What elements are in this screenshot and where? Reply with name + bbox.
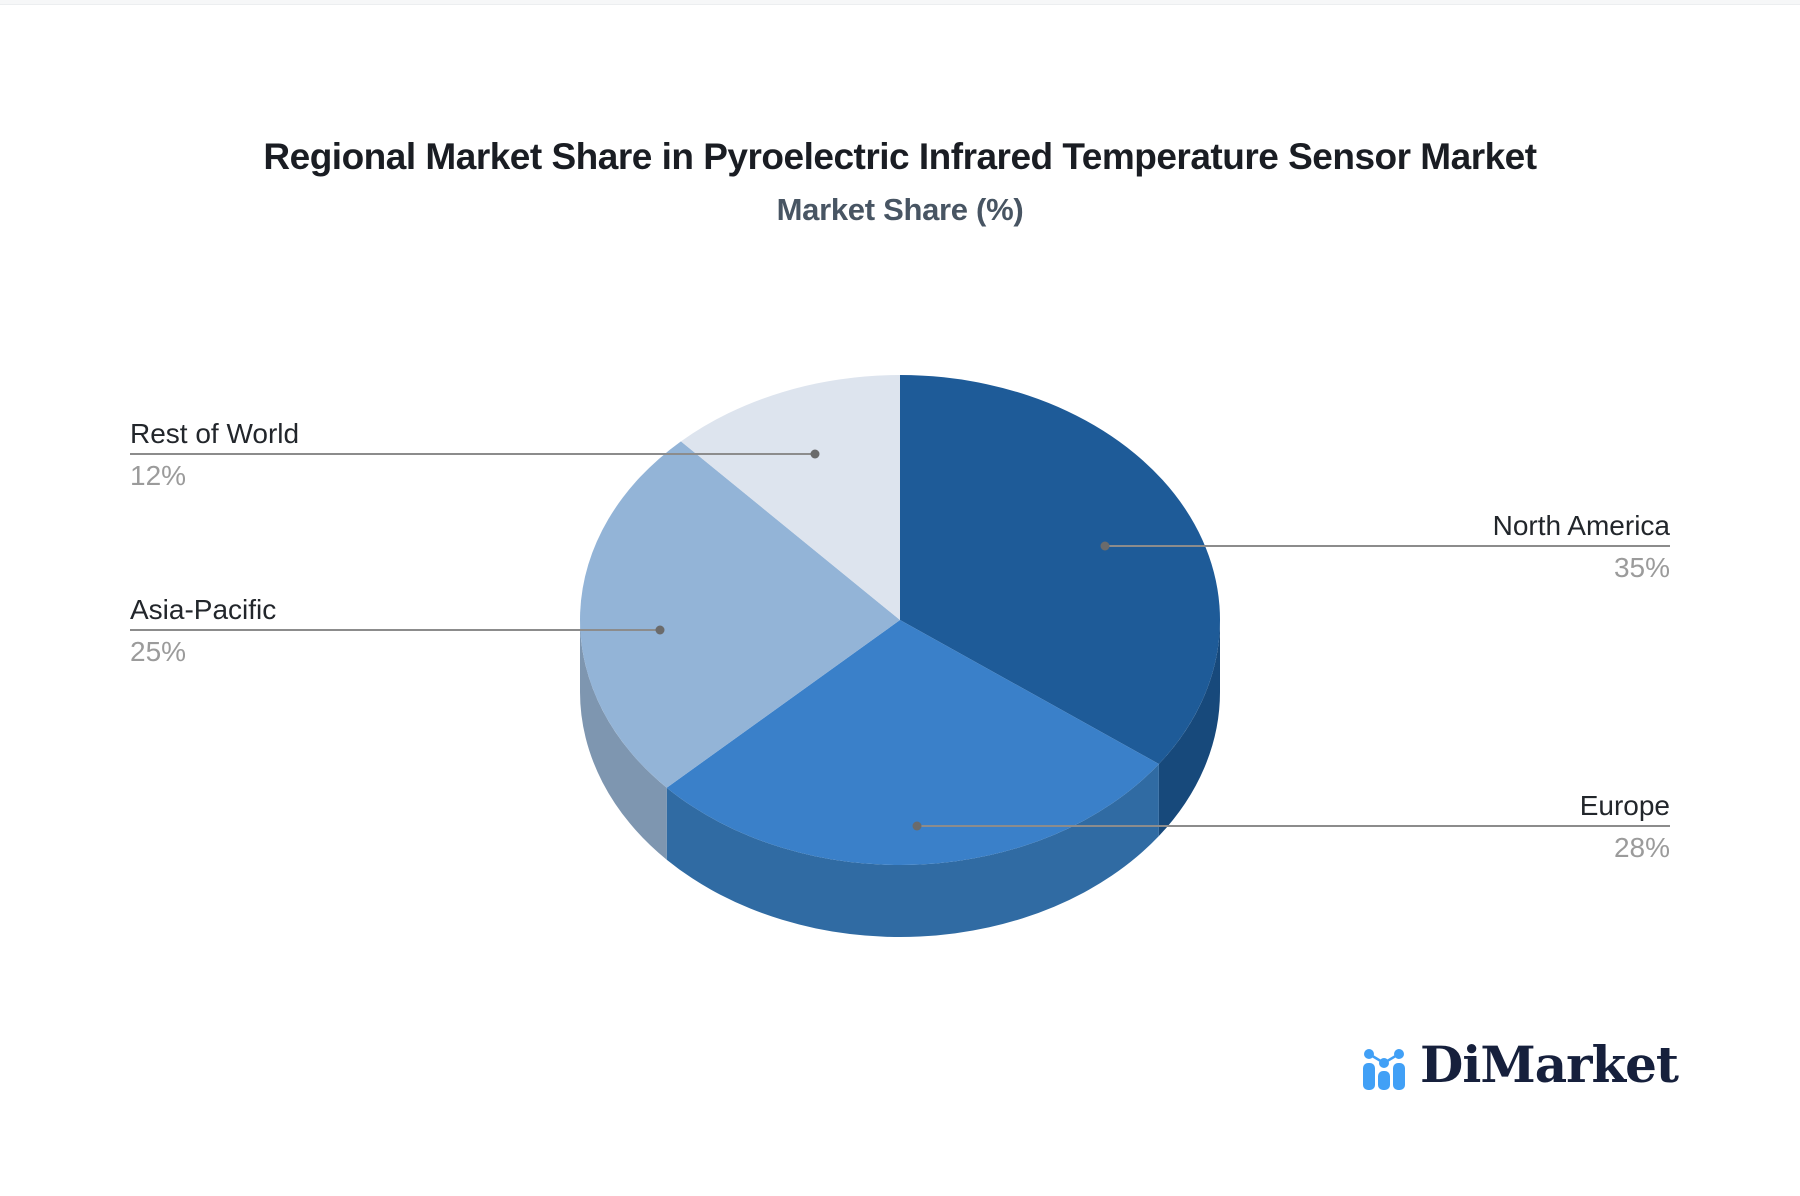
callout-dot-0 xyxy=(1100,541,1110,551)
callout-dot-3 xyxy=(810,449,820,459)
callout-dot-1 xyxy=(912,821,922,831)
chart-title: Regional Market Share in Pyroelectric In… xyxy=(263,136,1537,177)
pie-slice-side-2 xyxy=(580,620,667,860)
callout-pct-asia-pacific: 25% xyxy=(130,636,187,667)
chart-subtitle: Market Share (%) xyxy=(776,192,1024,227)
pie-slice-2 xyxy=(579,441,900,788)
bar-chart-logo-icon xyxy=(1363,1049,1405,1090)
pie-slice-1 xyxy=(666,620,1159,866)
logo-text: DiMarket xyxy=(1420,1035,1679,1094)
pie-slice-0 xyxy=(900,375,1221,765)
pie-slice-3 xyxy=(680,375,900,620)
callout-dot-2 xyxy=(655,625,665,635)
callout-pct-rest-of-world: 12% xyxy=(130,460,187,491)
callout-label-europe: Europe xyxy=(1579,790,1670,821)
top-edge-strip xyxy=(0,0,1800,5)
callout-label-rest-of-world: Rest of World xyxy=(130,418,300,449)
pie-slice-side-1 xyxy=(666,764,1159,937)
callout-pct-north-america: 35% xyxy=(1613,552,1670,583)
callout-label-north-america: North America xyxy=(1492,510,1670,541)
pie-slice-side-0 xyxy=(1158,620,1220,837)
callout-pct-europe: 28% xyxy=(1613,832,1670,863)
callout-label-asia-pacific: Asia-Pacific xyxy=(130,594,277,625)
dimarket-logo: DiMarket xyxy=(1360,1035,1679,1094)
